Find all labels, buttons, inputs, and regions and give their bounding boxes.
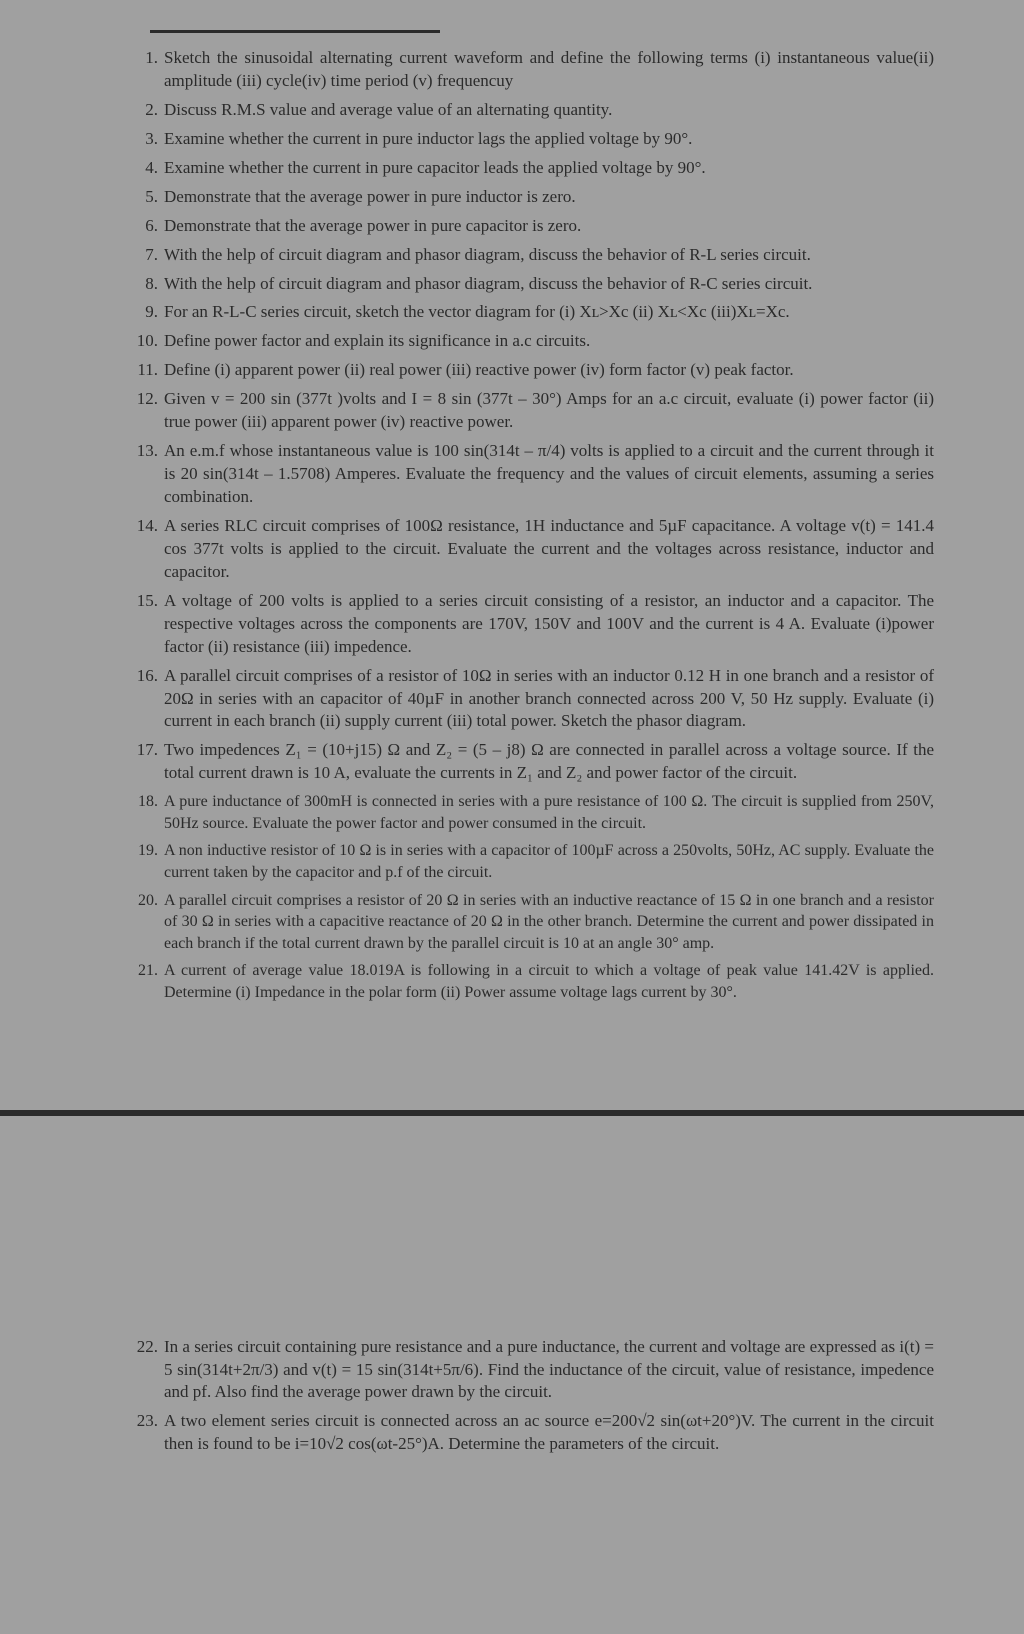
question-text: With the help of circuit diagram and pha… bbox=[164, 274, 812, 293]
question-number: 18. bbox=[130, 791, 158, 813]
question-number: 2. bbox=[130, 99, 158, 122]
question-item: 1. Sketch the sinusoidal alternating curr… bbox=[130, 47, 934, 93]
question-text: Sketch the sinusoidal alternating curren… bbox=[164, 48, 934, 90]
question-item: 16. A parallel circuit comprises of a res… bbox=[130, 665, 934, 734]
question-number: 11. bbox=[130, 359, 158, 382]
question-item: 14. A series RLC circuit comprises of 100… bbox=[130, 515, 934, 584]
page-gap-bottom bbox=[0, 1116, 1024, 1336]
question-number: 8. bbox=[130, 273, 158, 296]
question-item: 22. In a series circuit containing pure r… bbox=[130, 1336, 934, 1405]
question-text: Two impedences Z₁ = (10+j15) Ω and Z₂ = … bbox=[164, 740, 934, 782]
question-number: 17. bbox=[130, 739, 158, 762]
question-text: A pure inductance of 300mH is connected … bbox=[164, 793, 934, 832]
question-text: For an R-L-C series circuit, sketch the … bbox=[164, 302, 790, 321]
question-item: 10. Define power factor and explain its s… bbox=[130, 330, 934, 353]
question-item: 3. Examine whether the current in pure in… bbox=[130, 128, 934, 151]
question-text: A current of average value 18.019A is fo… bbox=[164, 962, 934, 1001]
question-number: 4. bbox=[130, 157, 158, 180]
question-text: A series RLC circuit comprises of 100Ω r… bbox=[164, 516, 934, 581]
question-number: 15. bbox=[130, 590, 158, 613]
question-number: 7. bbox=[130, 244, 158, 267]
question-number: 1. bbox=[130, 47, 158, 70]
document-page: 1. Sketch the sinusoidal alternating curr… bbox=[0, 0, 1024, 1502]
question-item: 20. A parallel circuit comprises a resist… bbox=[130, 890, 934, 955]
question-number: 6. bbox=[130, 215, 158, 238]
question-number: 10. bbox=[130, 330, 158, 353]
question-text: A voltage of 200 volts is applied to a s… bbox=[164, 591, 934, 656]
question-text: Discuss R.M.S value and average value of… bbox=[164, 100, 612, 119]
question-text: Define (i) apparent power (ii) real powe… bbox=[164, 360, 794, 379]
question-list-2: 22. In a series circuit containing pure r… bbox=[130, 1336, 934, 1457]
question-item: 7. With the help of circuit diagram and p… bbox=[130, 244, 934, 267]
question-item: 15. A voltage of 200 volts is applied to … bbox=[130, 590, 934, 659]
question-text: Examine whether the current in pure indu… bbox=[164, 129, 692, 148]
question-number: 16. bbox=[130, 665, 158, 688]
question-text: A non inductive resistor of 10 Ω is in s… bbox=[164, 842, 934, 881]
question-text: Demonstrate that the average power in pu… bbox=[164, 216, 581, 235]
question-number: 12. bbox=[130, 388, 158, 411]
question-item: 8. With the help of circuit diagram and p… bbox=[130, 273, 934, 296]
question-item: 18. A pure inductance of 300mH is connect… bbox=[130, 791, 934, 834]
question-item: 19. A non inductive resistor of 10 Ω is i… bbox=[130, 840, 934, 883]
question-text: In a series circuit containing pure resi… bbox=[164, 1337, 934, 1402]
question-text: A parallel circuit comprises a resistor … bbox=[164, 892, 934, 952]
question-text: Define power factor and explain its sign… bbox=[164, 331, 590, 350]
question-text: Given v = 200 sin (377t )volts and I = 8… bbox=[164, 389, 934, 431]
question-item: 17. Two impedences Z₁ = (10+j15) Ω and Z₂… bbox=[130, 739, 934, 785]
question-number: 20. bbox=[130, 890, 158, 912]
question-item: 12. Given v = 200 sin (377t )volts and I … bbox=[130, 388, 934, 434]
question-item: 2. Discuss R.M.S value and average value … bbox=[130, 99, 934, 122]
question-number: 9. bbox=[130, 301, 158, 324]
question-number: 22. bbox=[130, 1336, 158, 1359]
question-item: 4. Examine whether the current in pure ca… bbox=[130, 157, 934, 180]
page1-content: 1. Sketch the sinusoidal alternating curr… bbox=[0, 0, 1024, 1050]
question-number: 23. bbox=[130, 1410, 158, 1433]
question-text: A parallel circuit comprises of a resist… bbox=[164, 666, 934, 731]
question-item: 11. Define (i) apparent power (ii) real p… bbox=[130, 359, 934, 382]
question-number: 3. bbox=[130, 128, 158, 151]
heading-underline bbox=[150, 30, 440, 33]
question-number: 21. bbox=[130, 960, 158, 982]
question-list-1: 1. Sketch the sinusoidal alternating curr… bbox=[130, 47, 934, 1004]
question-item: 13. An e.m.f whose instantaneous value is… bbox=[130, 440, 934, 509]
question-number: 13. bbox=[130, 440, 158, 463]
question-number: 14. bbox=[130, 515, 158, 538]
question-item: 9. For an R-L-C series circuit, sketch th… bbox=[130, 301, 934, 324]
question-text: With the help of circuit diagram and pha… bbox=[164, 245, 811, 264]
question-item: 5. Demonstrate that the average power in … bbox=[130, 186, 934, 209]
question-number: 5. bbox=[130, 186, 158, 209]
page2-content: 22. In a series circuit containing pure r… bbox=[0, 1336, 1024, 1503]
question-text: A two element series circuit is connecte… bbox=[164, 1411, 934, 1453]
question-number: 19. bbox=[130, 840, 158, 862]
question-text: An e.m.f whose instantaneous value is 10… bbox=[164, 441, 934, 506]
question-item: 23. A two element series circuit is conne… bbox=[130, 1410, 934, 1456]
question-text: Examine whether the current in pure capa… bbox=[164, 158, 706, 177]
question-item: 21. A current of average value 18.019A is… bbox=[130, 960, 934, 1003]
question-text: Demonstrate that the average power in pu… bbox=[164, 187, 576, 206]
question-item: 6. Demonstrate that the average power in … bbox=[130, 215, 934, 238]
page-gap-top bbox=[0, 1050, 1024, 1110]
